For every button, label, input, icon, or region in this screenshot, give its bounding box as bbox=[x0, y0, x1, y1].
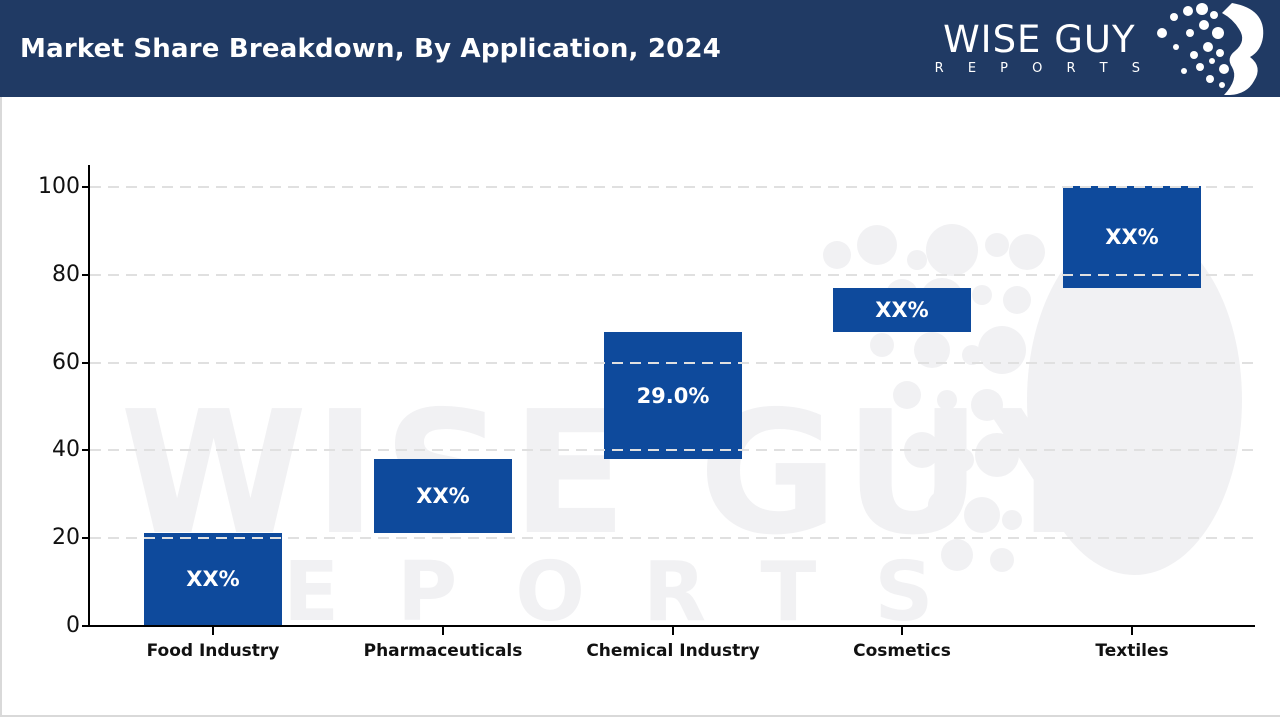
bar-value-label: XX% bbox=[1105, 225, 1159, 250]
face-dots-watermark bbox=[975, 433, 1019, 477]
bar-food-industry: XX% bbox=[144, 532, 282, 625]
bar-value-label: XX% bbox=[416, 484, 470, 509]
x-category-label-cosmetics: Cosmetics bbox=[853, 641, 951, 661]
face-dots-watermark bbox=[907, 250, 927, 270]
x-category-label-food-industry: Food Industry bbox=[146, 641, 280, 661]
y-tick-mark bbox=[82, 537, 90, 540]
y-tick-mark bbox=[82, 186, 90, 188]
face-dots-watermark bbox=[823, 241, 851, 269]
page-title: Market Share Breakdown, By Application, … bbox=[20, 33, 722, 64]
y-tick-mark bbox=[82, 361, 90, 364]
y-tick-label: 20 bbox=[52, 525, 80, 551]
face-dots-watermark bbox=[962, 345, 982, 365]
face-dots-watermark bbox=[990, 548, 1014, 572]
face-logo-icon bbox=[1157, 2, 1264, 95]
x-tick-mark bbox=[901, 627, 903, 635]
brand-logo: WISE GUY R E P O R T S bbox=[929, 2, 1280, 95]
bar-cosmetics: XX% bbox=[833, 288, 971, 333]
face-dots-watermark bbox=[978, 326, 1026, 374]
x-category-label-chemical-industry: Chemical Industry bbox=[586, 641, 760, 661]
face-dots-watermark bbox=[857, 225, 897, 265]
y-tick-mark bbox=[82, 625, 90, 627]
y-tick-label: 0 bbox=[66, 613, 80, 638]
y-tick-label: 100 bbox=[38, 174, 80, 199]
bar-value-label: 29.0% bbox=[636, 383, 710, 408]
y-gridline bbox=[90, 361, 1255, 364]
face-dots-watermark bbox=[870, 333, 894, 357]
bar-pharmaceuticals: XX% bbox=[374, 459, 512, 533]
face-dots-watermark bbox=[893, 381, 921, 409]
y-axis-line bbox=[88, 165, 90, 627]
brand-logo-line1: WISE GUY bbox=[943, 18, 1136, 61]
x-tick-mark bbox=[212, 627, 214, 635]
page-bottom-divider bbox=[0, 715, 1280, 717]
y-tick-mark bbox=[82, 449, 90, 452]
chart-card: WISE GUY REPORTS 0 20 40 60 80 100 XX% XX% 29.0%… bbox=[0, 97, 1280, 717]
bar-value-label: XX% bbox=[186, 566, 240, 591]
x-category-label-textiles: Textiles bbox=[1095, 641, 1169, 661]
face-dots-watermark bbox=[971, 389, 1003, 421]
face-dots-watermark bbox=[926, 224, 978, 276]
y-gridline bbox=[90, 537, 1255, 540]
y-tick-label: 40 bbox=[52, 437, 80, 463]
x-tick-mark bbox=[442, 627, 444, 635]
face-dots-watermark bbox=[950, 448, 974, 472]
face-dots-watermark bbox=[964, 497, 1000, 533]
y-gridline bbox=[90, 186, 1255, 188]
face-dots-watermark bbox=[928, 491, 956, 519]
bar-textiles: XX% bbox=[1063, 186, 1201, 289]
x-axis-line bbox=[88, 625, 1255, 627]
y-tick-label: 60 bbox=[52, 349, 80, 375]
y-tick-label: 80 bbox=[52, 261, 80, 287]
x-tick-mark bbox=[1131, 627, 1133, 635]
face-dots-watermark bbox=[972, 285, 992, 305]
x-category-label-pharmaceuticals: Pharmaceuticals bbox=[363, 641, 523, 661]
bar-chemical-industry: 29.0% bbox=[604, 332, 742, 460]
face-dots-watermark bbox=[985, 233, 1009, 257]
face-dots-watermark bbox=[937, 390, 957, 410]
face-dots-watermark bbox=[1003, 286, 1031, 314]
face-dots-watermark bbox=[941, 539, 973, 571]
y-gridline bbox=[90, 449, 1255, 452]
face-dots-watermark bbox=[1009, 234, 1045, 270]
y-tick-mark bbox=[82, 273, 90, 276]
brand-logo-line2: R E P O R T S bbox=[934, 61, 1150, 76]
face-dots-watermark bbox=[1002, 510, 1022, 530]
bar-value-label: XX% bbox=[875, 298, 929, 323]
x-tick-mark bbox=[672, 627, 674, 635]
app-header: Market Share Breakdown, By Application, … bbox=[0, 0, 1280, 97]
y-gridline bbox=[90, 273, 1255, 276]
